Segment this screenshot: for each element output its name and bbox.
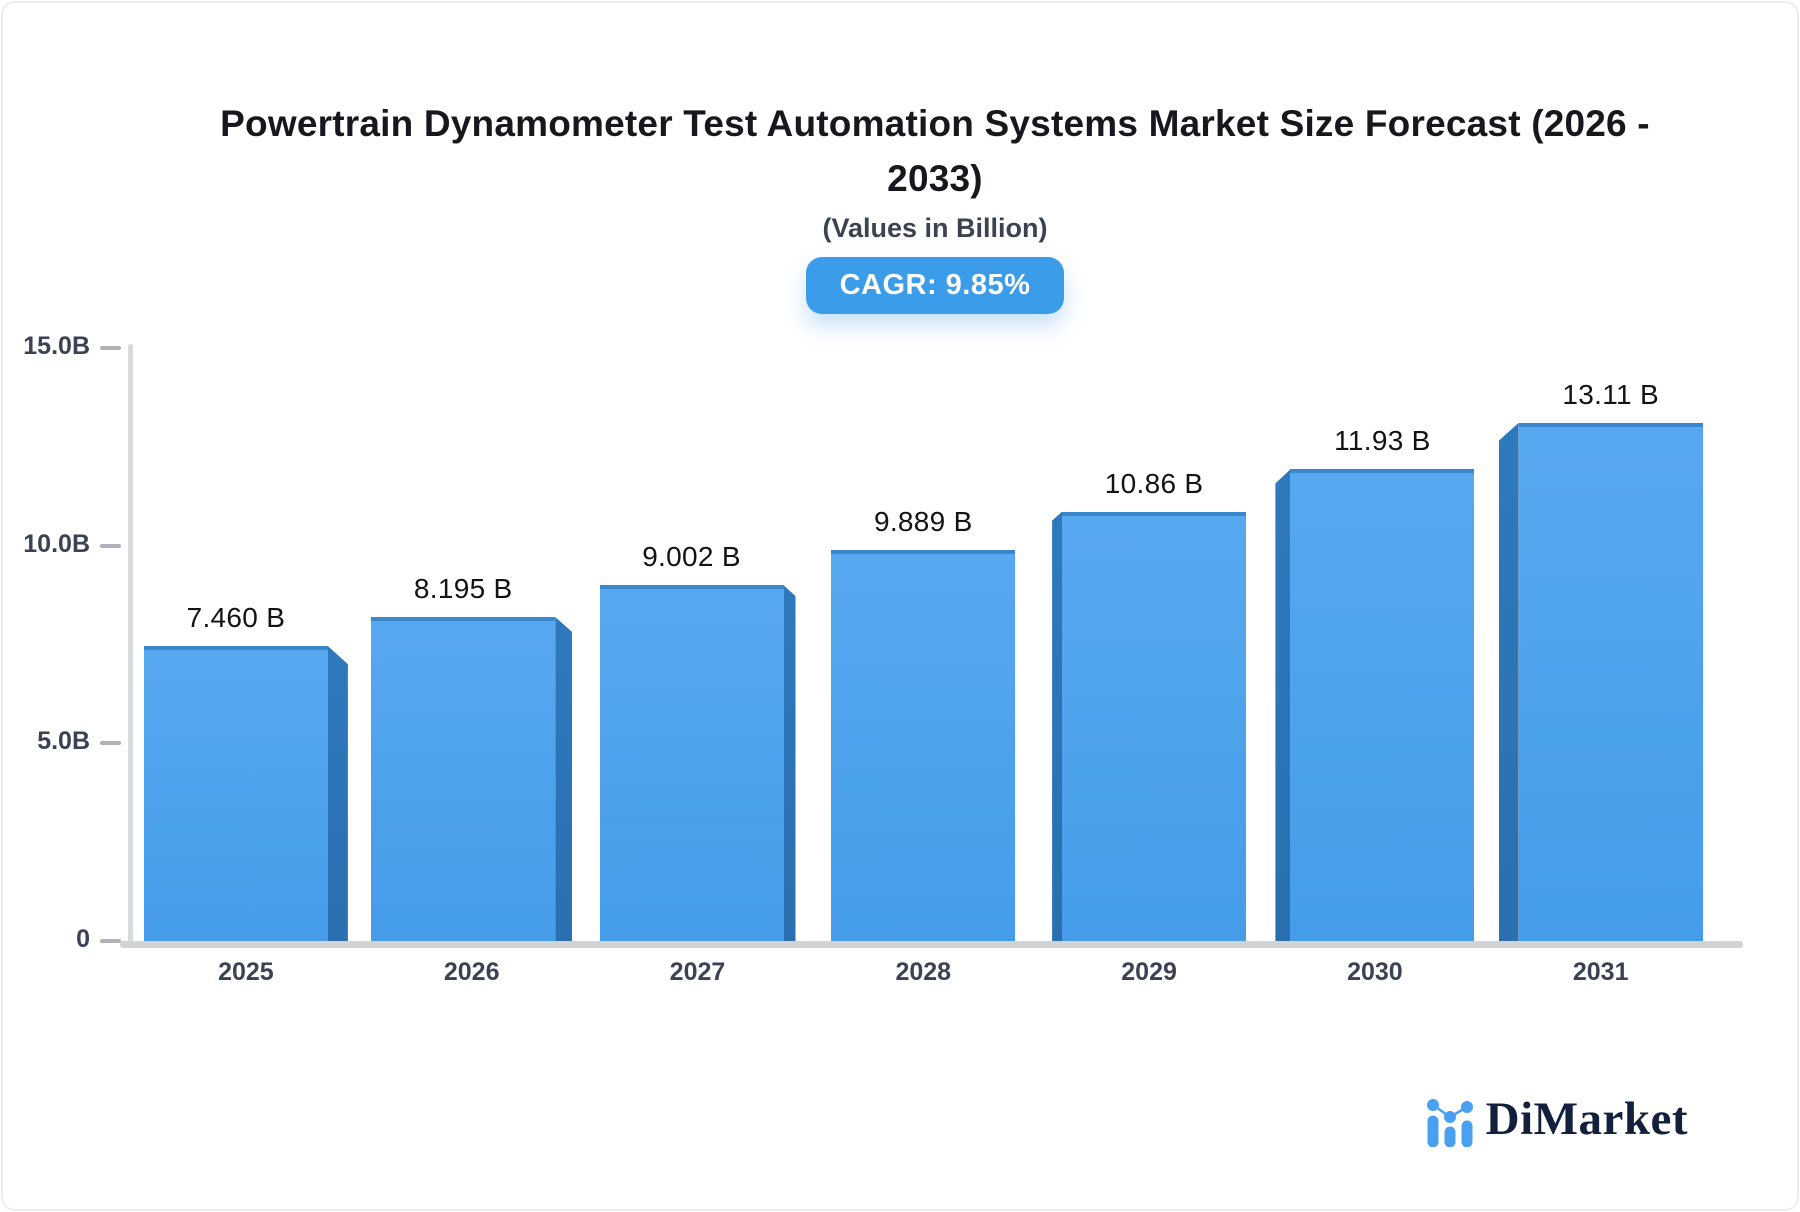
x-axis-label: 2031 [1572,958,1629,986]
x-axis-label: 2030 [1347,958,1403,986]
bar-value-label: 11.93 B [1334,425,1431,457]
bar [831,550,1016,944]
bar [371,617,556,944]
bar-side-face [783,585,796,944]
x-axis-label: 2027 [669,958,726,986]
y-axis-tick-mark [100,543,121,548]
bar-value-label: 13.11 B [1562,378,1659,410]
brand-logo: DiMarket [1426,1092,1688,1147]
x-axis-label: 2029 [1121,958,1177,986]
y-axis-line [128,344,133,948]
y-axis-tick-mark [100,741,121,746]
chart-subtitle: (Values in Billion) [822,213,1048,243]
bar-value-label: 9.889 B [873,506,973,538]
bar-side-face [327,646,348,944]
chart-title-line1: Powertrain Dynamometer Test Automation S… [220,103,1650,144]
cagr-badge: CAGR: 9.85% [805,257,1065,314]
y-axis-tick-label: 5.0B [37,727,90,756]
bar [1290,469,1475,944]
x-axis-label: 2026 [443,958,500,986]
bar-side-face [1275,469,1291,944]
bar [599,585,784,944]
bar-value-label: 8.195 B [413,573,513,605]
logo-chart-icon [1426,1099,1473,1147]
y-axis-tick-label: 15.0B [23,332,90,360]
bar-side-face [555,617,573,944]
bar-side-face [1052,511,1063,944]
y-axis-tick-mark [100,346,121,350]
chart-title: Powertrain Dynamometer Test Automation S… [115,96,1755,206]
y-axis-tick-mark [100,939,121,943]
logo-text: DiMarket [1485,1093,1688,1145]
bar-side-face [1498,422,1519,944]
bar-value-label: 10.86 B [1104,467,1204,499]
y-axis-tick-label: 10.0B [23,529,90,558]
chart-header: Powertrain Dynamometer Test Automation S… [115,96,1755,314]
bar [1062,511,1247,944]
y-axis-tick-label: 0 [76,925,90,953]
bar [143,646,328,944]
x-axis-line [120,941,1743,948]
x-axis-label: 2028 [895,958,952,986]
bar-value-label: 7.460 B [186,602,286,634]
chart-title-line2: 2033) [887,158,983,199]
x-axis-label: 2025 [218,958,274,986]
bar-value-label: 9.002 B [642,541,741,573]
bar [1518,422,1703,944]
